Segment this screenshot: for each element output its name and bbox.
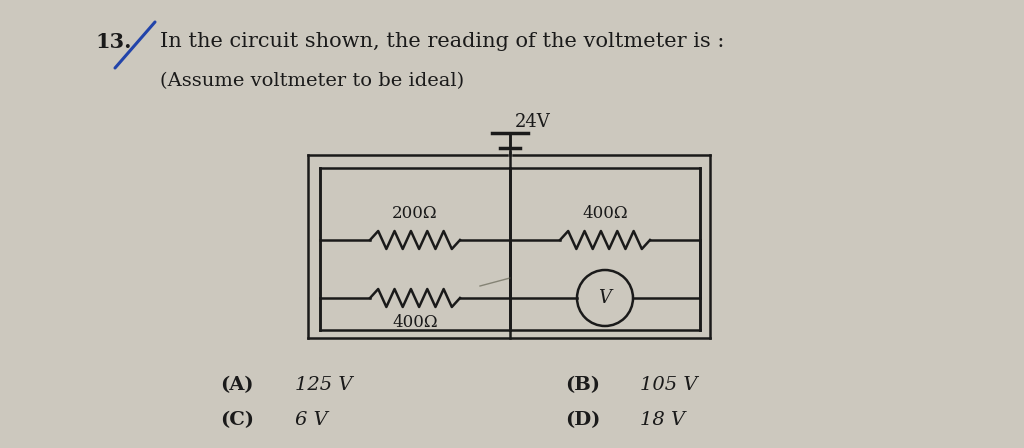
Text: (D): (D): [565, 411, 600, 429]
Text: (B): (B): [565, 376, 600, 394]
Text: 200Ω: 200Ω: [392, 205, 438, 222]
Text: (C): (C): [220, 411, 254, 429]
Text: 24V: 24V: [515, 113, 551, 131]
Text: 400Ω: 400Ω: [583, 205, 628, 222]
Text: 105 V: 105 V: [640, 376, 697, 394]
Text: V: V: [598, 289, 611, 307]
Text: 6 V: 6 V: [295, 411, 328, 429]
Text: (A): (A): [220, 376, 254, 394]
Text: 125 V: 125 V: [295, 376, 352, 394]
Text: 18 V: 18 V: [640, 411, 685, 429]
Text: 400Ω: 400Ω: [392, 314, 438, 331]
Text: 13.: 13.: [95, 32, 131, 52]
Text: (Assume voltmeter to be ideal): (Assume voltmeter to be ideal): [160, 72, 464, 90]
Text: In the circuit shown, the reading of the voltmeter is :: In the circuit shown, the reading of the…: [160, 32, 724, 51]
